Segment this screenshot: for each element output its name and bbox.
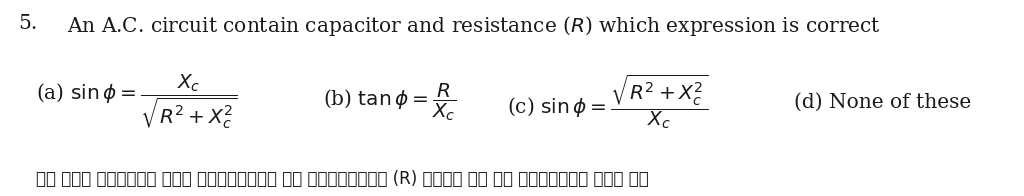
Text: एक परी सर्किट में कैपेसिटर और प्रतिरोध (R) होता है जो अभिलाकि सही है: एक परी सर्किट में कैपेसिटर और प्रतिरोध (… bbox=[36, 170, 648, 188]
Text: (d) None of these: (d) None of these bbox=[794, 93, 971, 111]
Text: (b) $\tan\phi = \dfrac{R}{X_c}$: (b) $\tan\phi = \dfrac{R}{X_c}$ bbox=[323, 81, 456, 123]
Text: (c) $\sin\phi = \dfrac{\sqrt{R^2+X_c^2}}{X_c}$: (c) $\sin\phi = \dfrac{\sqrt{R^2+X_c^2}}… bbox=[507, 73, 708, 131]
Text: (a) $\sin\phi = \dfrac{X_c}{\sqrt{R^2+X_c^2}}$: (a) $\sin\phi = \dfrac{X_c}{\sqrt{R^2+X_… bbox=[36, 73, 238, 131]
Text: 5.: 5. bbox=[18, 14, 38, 33]
Text: An A.C. circuit contain capacitor and resistance ($R$) which expression is corre: An A.C. circuit contain capacitor and re… bbox=[67, 14, 881, 38]
